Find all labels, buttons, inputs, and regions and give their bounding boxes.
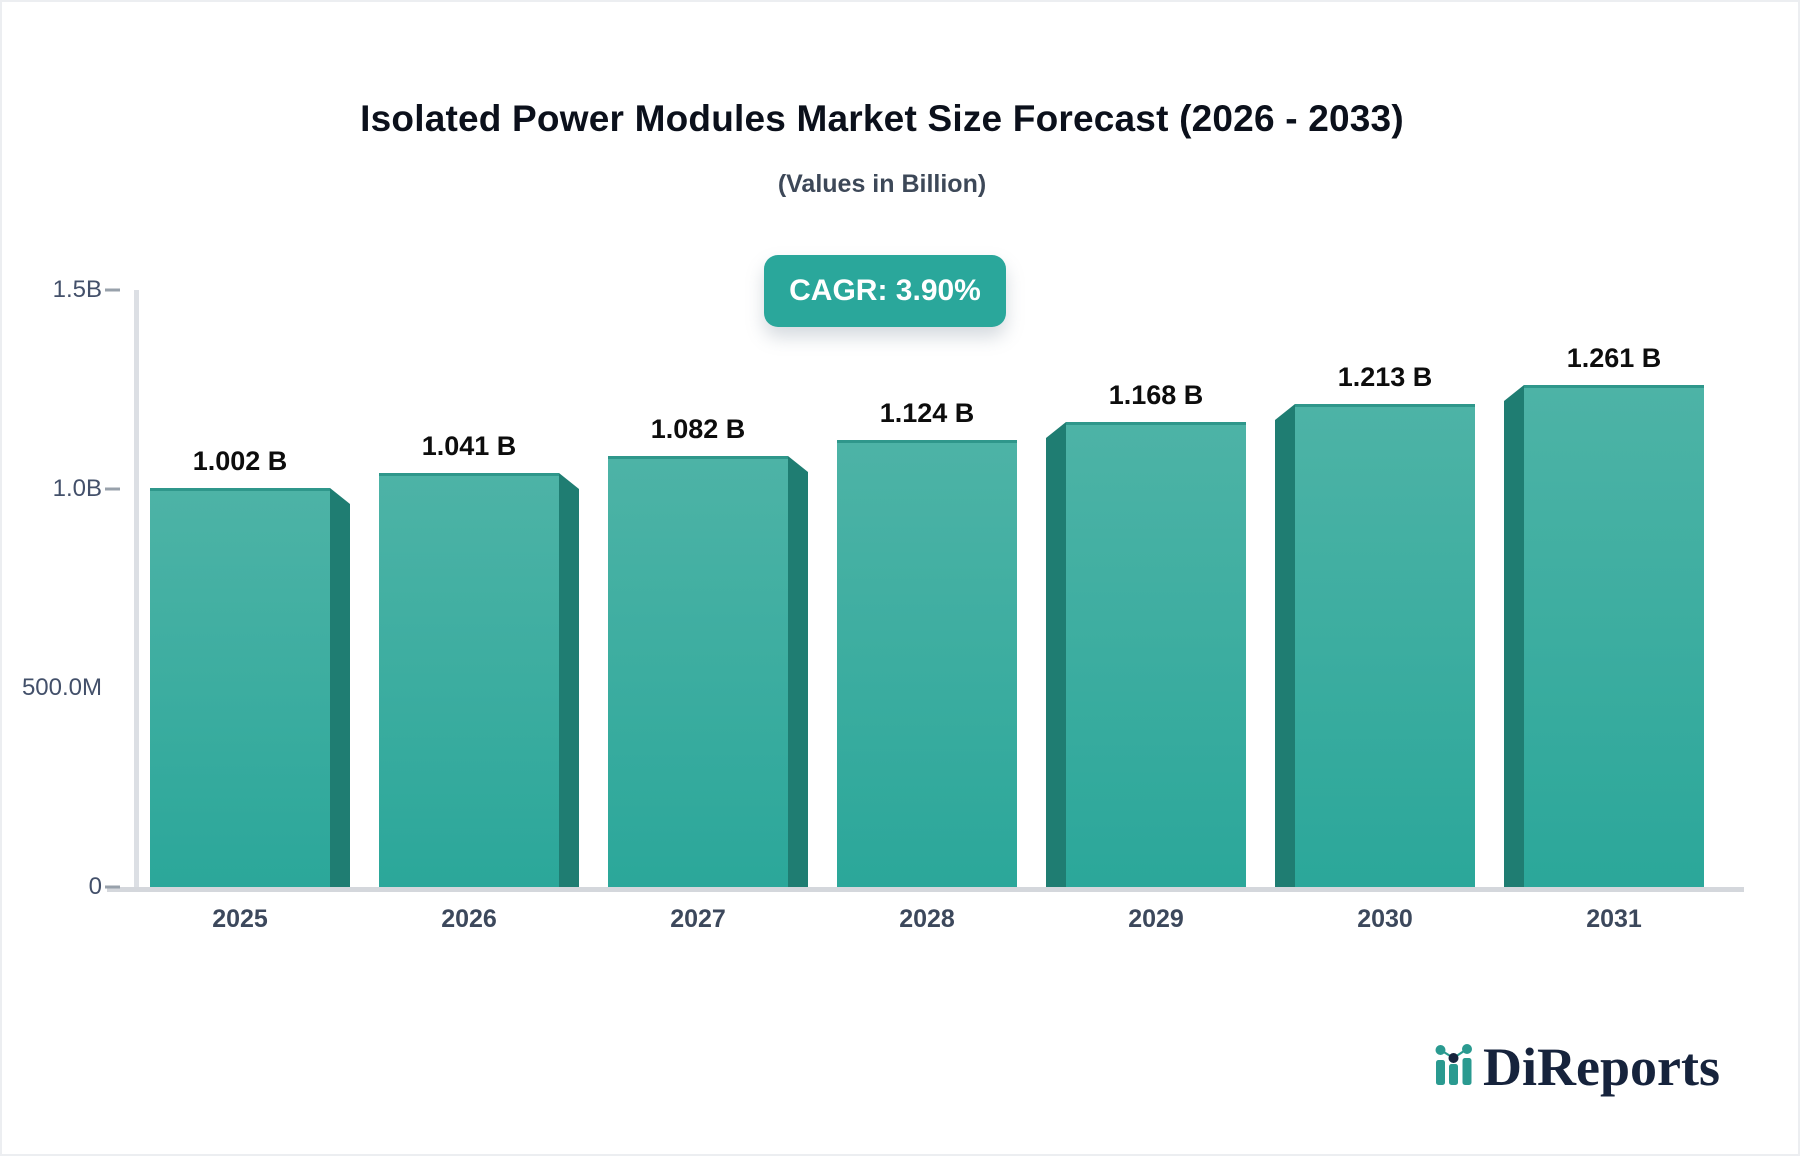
- y-tick-dash-0: [105, 885, 120, 889]
- chart-title: Isolated Power Modules Market Size Forec…: [360, 98, 1404, 139]
- bar-2029: [1066, 422, 1246, 887]
- cagr-badge: CAGR: 3.90%: [764, 255, 1006, 327]
- bar-side-2029: [1046, 422, 1066, 887]
- bar-2028: [837, 440, 1017, 887]
- chart-subtitle: (Values in Billion): [777, 170, 987, 198]
- bar-2026: [379, 473, 559, 887]
- bar-value-label-2026: 1.041 B: [421, 431, 517, 461]
- y-axis-line: [134, 290, 139, 892]
- x-axis-label-2030: 2030: [1357, 905, 1413, 933]
- x-axis-label-2028: 2028: [899, 905, 955, 933]
- x-axis-label-2029: 2029: [1128, 905, 1184, 933]
- bar-value-label-2031: 1.261 B: [1566, 343, 1662, 373]
- y-tick-label-500.0M: 500.0M: [21, 674, 102, 701]
- bar-side-2025: [330, 488, 350, 887]
- bar-side-2026: [559, 473, 579, 887]
- bar-side-2027: [788, 456, 808, 887]
- y-tick-label-1.0B: 1.0B: [52, 475, 102, 502]
- x-axis-label-2027: 2027: [670, 905, 726, 933]
- bar-side-2031: [1504, 385, 1524, 887]
- bar-chart-icon: [1435, 1044, 1472, 1085]
- bar-value-label-2030: 1.213 B: [1337, 362, 1433, 392]
- x-axis-label-2025: 2025: [212, 905, 268, 933]
- bar-2031: [1524, 385, 1704, 887]
- bar-value-label-2029: 1.168 B: [1108, 380, 1204, 410]
- x-axis-baseline: [107, 887, 1744, 892]
- brand-logo: DiReports: [1434, 1038, 1720, 1096]
- y-tick-dash-1.0B: [105, 487, 120, 491]
- x-axis-label-2031: 2031: [1586, 905, 1642, 933]
- y-tick-label-0: 0: [88, 873, 102, 900]
- y-tick-label-1.5B: 1.5B: [52, 276, 102, 303]
- x-axis-label-2026: 2026: [441, 905, 497, 933]
- bar-value-label-2025: 1.002 B: [192, 446, 288, 476]
- bar-2025: [150, 488, 330, 887]
- bar-value-label-2028: 1.124 B: [879, 398, 975, 428]
- bar-value-label-2027: 1.082 B: [650, 414, 746, 444]
- bar-2027: [608, 456, 788, 887]
- y-tick-dash-1.5B: [105, 288, 120, 292]
- bar-side-2030: [1275, 404, 1295, 887]
- bar-2030: [1295, 404, 1475, 887]
- brand-name: DiReports: [1483, 1037, 1720, 1097]
